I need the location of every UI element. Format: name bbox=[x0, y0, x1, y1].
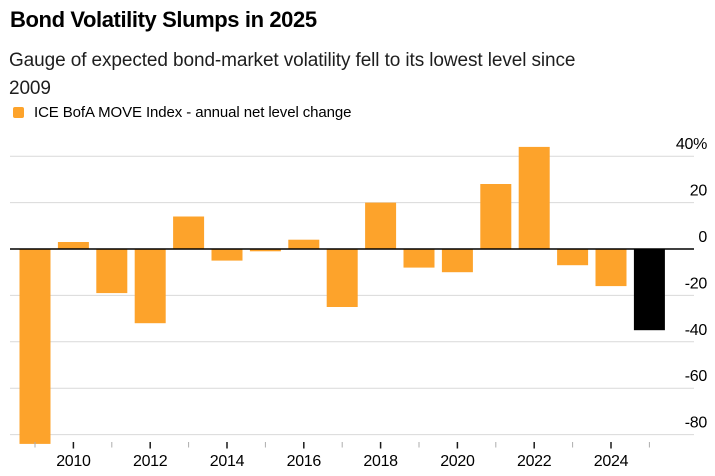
bar-2021 bbox=[480, 184, 512, 249]
bar-chart-svg: 2010 2012 2014 2016 2018 2020 2022 2024 40% 20 0 -2… bbox=[10, 136, 708, 470]
y-tick-label-40: 40% bbox=[676, 136, 707, 153]
chart-subtitle-line2: 2009 bbox=[9, 78, 51, 99]
bar-2011 bbox=[96, 249, 128, 294]
bar-2009 bbox=[19, 249, 51, 444]
y-tick-label--80: -80 bbox=[685, 415, 708, 432]
bar-2013 bbox=[173, 216, 205, 249]
x-tick-label-2016: 2016 bbox=[287, 453, 322, 470]
chart-legend: ICE BofA MOVE Index - annual net level c… bbox=[13, 104, 351, 121]
bar-2015 bbox=[249, 249, 281, 252]
bar-2019 bbox=[403, 249, 435, 268]
bar-2023 bbox=[557, 249, 589, 266]
x-tick-label-2010: 2010 bbox=[56, 453, 91, 470]
y-tick-label--20: -20 bbox=[685, 275, 708, 292]
x-tick-label-2022: 2022 bbox=[517, 453, 552, 470]
bar-2020 bbox=[441, 249, 473, 273]
y-tick-label--60: -60 bbox=[685, 368, 708, 385]
bar-2010 bbox=[57, 242, 89, 249]
bar-2022 bbox=[518, 146, 550, 249]
chart-subtitle: Gauge of expected bond-market volatility… bbox=[9, 47, 575, 103]
x-tick-label-2020: 2020 bbox=[440, 453, 475, 470]
bar-2016 bbox=[288, 239, 320, 249]
x-tick-label-2018: 2018 bbox=[363, 453, 398, 470]
bar-2017 bbox=[326, 249, 358, 307]
y-tick-label-0: 0 bbox=[698, 229, 707, 246]
chart-subtitle-line1: Gauge of expected bond-market volatility… bbox=[9, 50, 576, 71]
bar-2012 bbox=[134, 249, 166, 324]
bar-2024 bbox=[595, 249, 627, 287]
bar-2025 bbox=[633, 249, 665, 331]
y-tick-label--40: -40 bbox=[685, 322, 708, 339]
legend-label: ICE BofA MOVE Index - annual net level c… bbox=[34, 104, 352, 121]
x-tick-label-2012: 2012 bbox=[133, 453, 168, 470]
chart-title: Bond Volatility Slumps in 2025 bbox=[10, 7, 317, 32]
bar-chart-area: 2010 2012 2014 2016 2018 2020 2022 2024 40% 20 0 -2… bbox=[0, 130, 715, 476]
y-tick-label-20: 20 bbox=[690, 183, 708, 200]
x-tick-label-2014: 2014 bbox=[210, 453, 245, 470]
bar-2018 bbox=[365, 202, 397, 249]
x-tick-label-2024: 2024 bbox=[594, 453, 629, 470]
legend-swatch-icon bbox=[13, 107, 24, 118]
bar-2014 bbox=[211, 249, 243, 261]
